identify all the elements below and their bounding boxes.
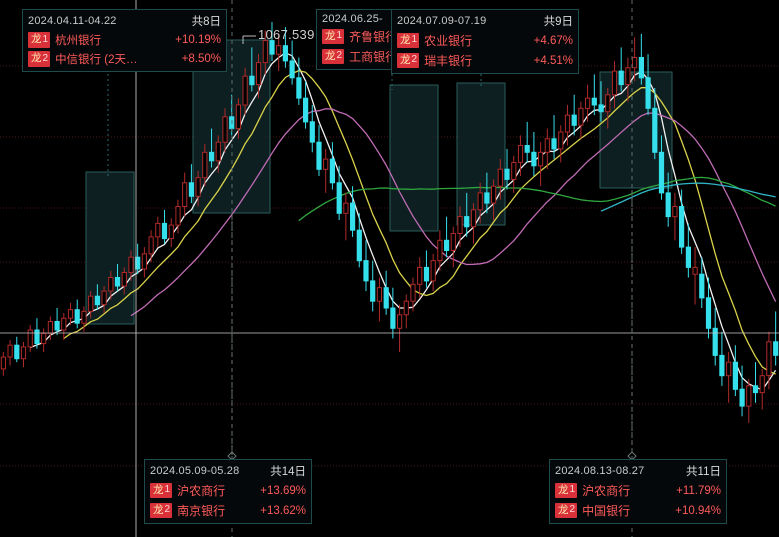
stock-change-percent: +10.19% bbox=[175, 34, 221, 46]
callout-date-range: 2024.06.25- bbox=[322, 13, 383, 25]
dragon-badge-number: 2 bbox=[42, 52, 49, 64]
dragon-badge-number: 1 bbox=[336, 30, 343, 41]
candlesticks bbox=[0, 22, 779, 424]
stock-name[interactable]: 中国银行 bbox=[582, 504, 631, 518]
dragon-badge-number: 1 bbox=[411, 34, 418, 45]
dragon-badge-number: 2 bbox=[164, 504, 171, 515]
callout-date-range: 2024.04.11-04.22 bbox=[28, 15, 117, 27]
dragon-badge-number: 2 bbox=[411, 54, 418, 65]
dragon-badge-number: 1 bbox=[164, 484, 171, 495]
callout-date-range: 2024.07.09-07.19 bbox=[397, 15, 487, 27]
callout-day-count: 共14日 bbox=[270, 466, 306, 478]
dragon-badge-label: 龙 bbox=[558, 503, 569, 516]
dragon-badge-number: 2 bbox=[569, 504, 576, 515]
callout-header: 2024.08.13-08.27 共11日 bbox=[555, 463, 721, 479]
stock-change-percent: +8.50% bbox=[181, 53, 221, 65]
dragon-badge-label: 龙 bbox=[558, 483, 569, 496]
dragon-badge-number: 2 bbox=[336, 50, 343, 61]
stock-name[interactable]: 沪农商行 bbox=[177, 484, 226, 498]
stock-change-percent: +11.79% bbox=[676, 484, 721, 497]
callout-date-range: 2024.08.13-08.27 bbox=[555, 465, 645, 477]
callout-header: 2024.05.09-05.28 共14日 bbox=[150, 463, 306, 479]
peak-price-label: 1067.539 bbox=[258, 27, 315, 42]
stock-change-percent: +10.94% bbox=[675, 504, 721, 517]
callout-header: 2024.06.25- bbox=[322, 13, 450, 25]
dragon-badge-label: 龙 bbox=[325, 29, 336, 42]
stock-name[interactable]: 农业银行 bbox=[424, 34, 473, 48]
stock-name[interactable]: 齐鲁银行 bbox=[349, 30, 398, 44]
stock-name[interactable]: 南京银行 bbox=[177, 504, 226, 518]
dragon-badge-label: 龙 bbox=[153, 503, 164, 516]
callout-date-range: 2024.05.09-05.28 bbox=[150, 465, 240, 477]
dragon-badge-label: 龙 bbox=[400, 53, 411, 66]
highlight-regions bbox=[85, 39, 673, 325]
callout-header: 2024.07.09-07.19 共9日 bbox=[397, 13, 573, 29]
callout-day-count: 共9日 bbox=[543, 16, 573, 28]
stock-name[interactable]: 中信银行 (2天… bbox=[55, 54, 138, 66]
dragon-badge-label: 龙 bbox=[400, 33, 411, 46]
dragon-badge-label: 龙 bbox=[325, 49, 336, 62]
stock-change-percent: +13.69% bbox=[260, 484, 306, 497]
stock-change-percent: +4.67% bbox=[533, 34, 573, 47]
stock-change-percent: +13.62% bbox=[260, 504, 306, 517]
peak-price-value: 1067.539 bbox=[258, 27, 315, 42]
stock-change-percent: +4.51% bbox=[533, 54, 573, 67]
dragon-badge-label: 龙 bbox=[31, 33, 42, 46]
stock-name[interactable]: 瑞丰银行 bbox=[424, 54, 473, 68]
dragon-badge-label: 龙 bbox=[31, 52, 42, 65]
dragon-badge-label: 龙 bbox=[153, 483, 164, 496]
stock-name[interactable]: 沪农商行 bbox=[582, 484, 631, 498]
callout-header: 2024.04.11-04.22 共8日 bbox=[28, 13, 221, 29]
callout-day-count: 共11日 bbox=[686, 466, 721, 478]
dragon-badge-number: 1 bbox=[42, 33, 49, 45]
stock-name[interactable]: 工商银行 bbox=[349, 50, 398, 64]
stock-name[interactable]: 杭州银行 bbox=[55, 35, 102, 47]
dragon-badge-number: 1 bbox=[569, 484, 576, 495]
callout-day-count: 共8日 bbox=[191, 16, 221, 28]
